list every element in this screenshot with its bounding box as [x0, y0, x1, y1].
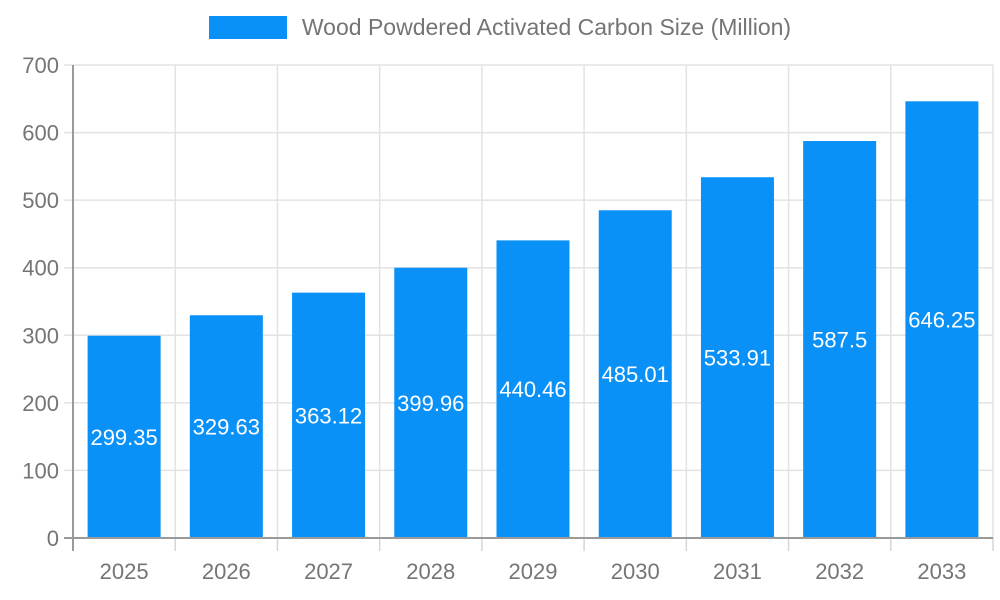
y-axis-tick-label: 700	[22, 53, 59, 78]
x-axis-tick-label: 2025	[100, 559, 149, 584]
x-axis-tick-label: 2028	[406, 559, 455, 584]
bar	[496, 240, 570, 539]
x-axis-tick-label: 2026	[202, 559, 251, 584]
bar	[394, 267, 468, 538]
y-axis-tick-label: 400	[22, 256, 59, 281]
y-axis-tick-label: 0	[47, 526, 59, 551]
bar	[905, 101, 979, 538]
bar	[598, 210, 672, 538]
x-axis-tick-label: 2033	[917, 559, 966, 584]
bar-value-label: 363.12	[295, 403, 362, 428]
x-axis-tick-label: 2029	[509, 559, 558, 584]
x-axis-tick-label: 2032	[815, 559, 864, 584]
x-axis-tick-label: 2027	[304, 559, 353, 584]
y-axis-tick-label: 200	[22, 391, 59, 416]
bar	[803, 141, 877, 538]
y-axis-tick-label: 100	[22, 458, 59, 483]
bar-value-label: 587.5	[812, 328, 867, 353]
y-axis-tick-label: 500	[22, 188, 59, 213]
bar-value-label: 533.91	[704, 346, 771, 371]
bar-value-label: 646.25	[908, 308, 975, 333]
legend-label: Wood Powdered Activated Carbon Size (Mil…	[301, 14, 792, 40]
y-axis-tick-label: 300	[22, 323, 59, 348]
bar-value-label: 485.01	[602, 362, 669, 387]
bar	[700, 177, 774, 539]
y-axis-tick-label: 600	[22, 121, 59, 146]
chart-legend[interactable]: Wood Powdered Activated Carbon Size (Mil…	[0, 16, 1000, 39]
x-axis-tick-label: 2031	[713, 559, 762, 584]
bar	[189, 315, 263, 538]
bar-value-label: 440.46	[499, 377, 566, 402]
bar	[292, 292, 366, 538]
x-axis-tick-label: 2030	[611, 559, 660, 584]
legend-swatch	[208, 16, 287, 39]
bar-value-label: 299.35	[90, 425, 157, 450]
bar	[87, 335, 161, 538]
bar-value-label: 399.96	[397, 391, 464, 416]
bar-value-label: 329.63	[193, 415, 260, 440]
